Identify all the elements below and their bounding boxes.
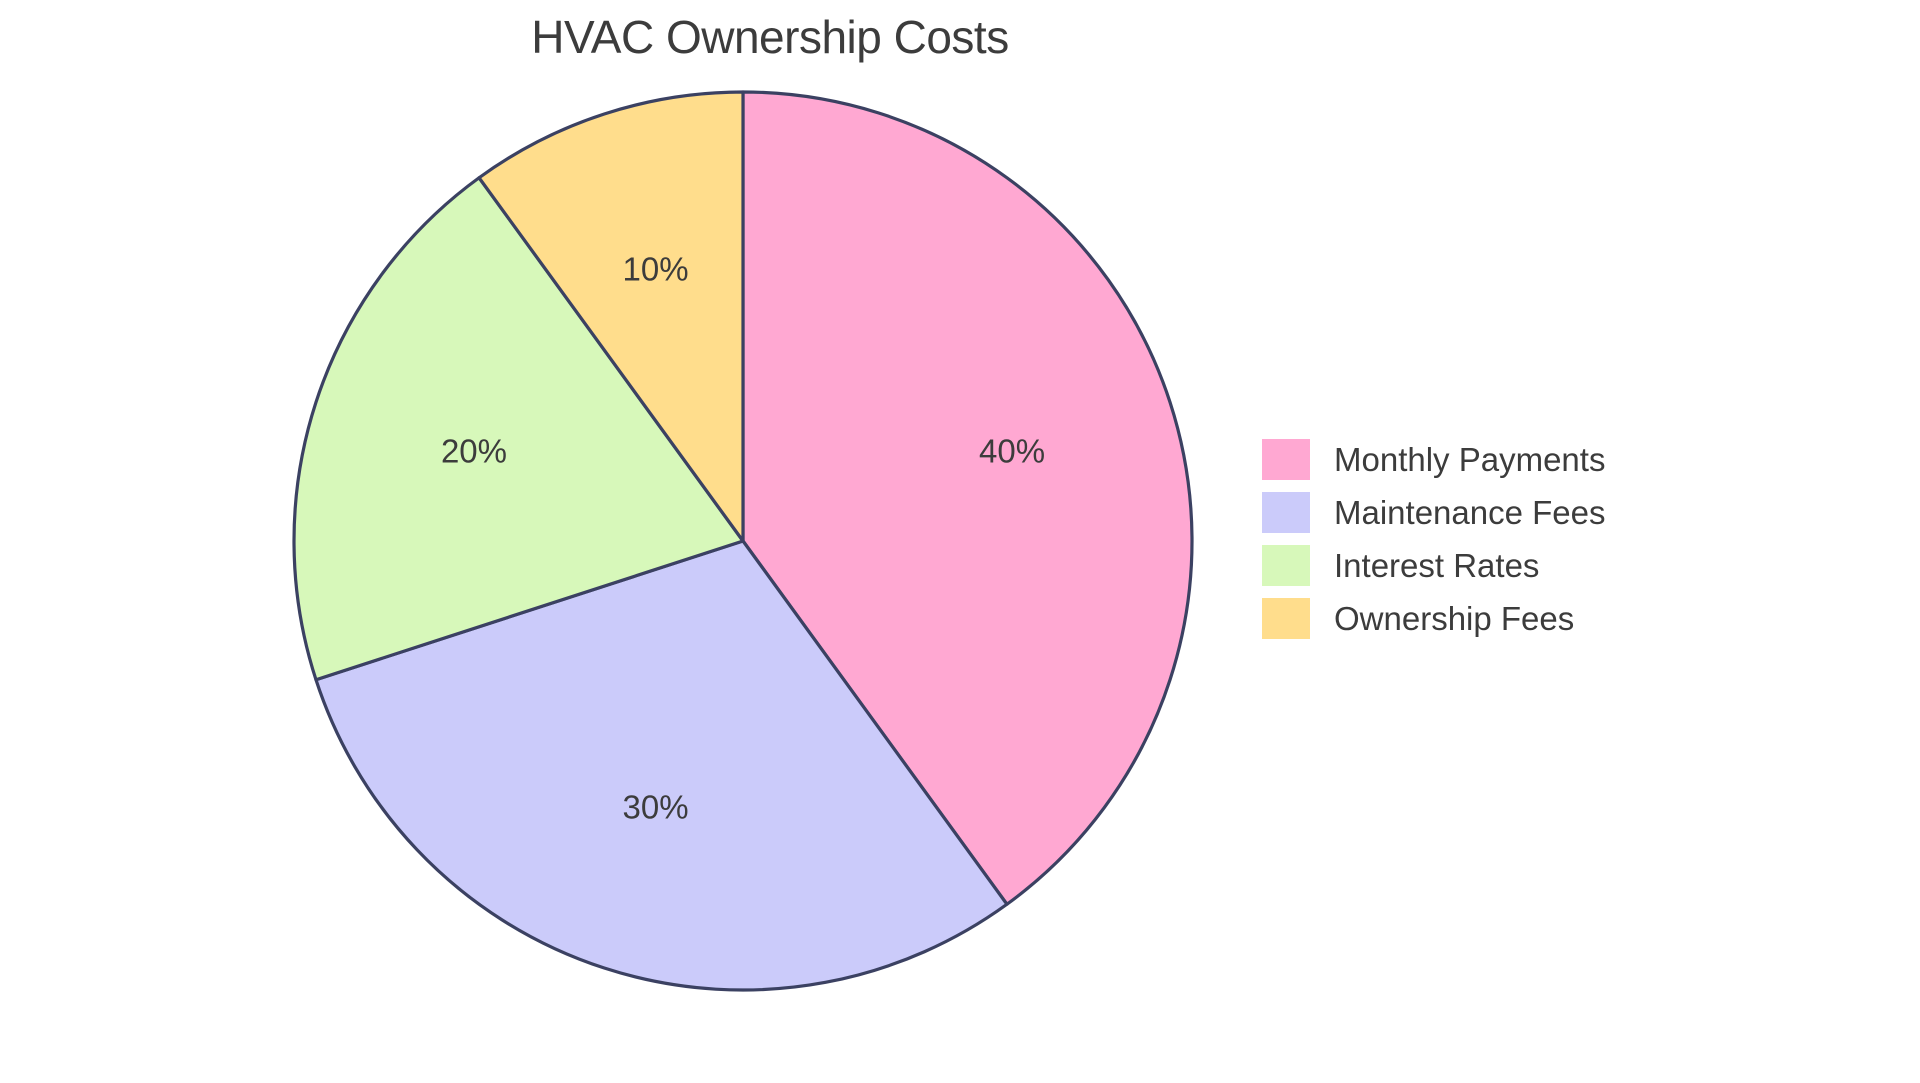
legend-item-label: Interest Rates [1334,546,1540,584]
chart-legend: Monthly Payments Maintenance Fees Interest… [1262,437,1606,640]
legend-item-label: Maintenance Fees [1334,493,1606,531]
legend-color-swatch [1262,438,1310,480]
pie-slice[interactable] [477,90,745,543]
chart-title: HVAC Ownership Costs [531,11,1009,63]
pie-slice-label-group: 40% 30% 20% 10% [441,251,1045,826]
legend-item[interactable]: Ownership Fees [1262,596,1606,640]
pie-slice-value-label: 40% [979,432,1045,469]
legend-color-swatch [1262,544,1310,586]
legend-color-swatch [1262,491,1310,533]
legend-item-label: Ownership Fees [1334,599,1575,637]
pie-svg: 40% 30% 20% 10% [292,90,1194,992]
pie-slice-value-label: 30% [623,789,689,826]
pie-plot-area: 40% 30% 20% 10% [292,90,1194,992]
pie-slice-group [292,90,1194,992]
legend-item[interactable]: Monthly Payments [1262,437,1606,481]
pie-slice-value-label: 20% [441,432,507,469]
legend-item[interactable]: Maintenance Fees [1262,490,1606,534]
pie-slice[interactable] [741,90,1194,906]
pie-slice[interactable] [314,539,1009,992]
legend-color-swatch [1262,597,1310,639]
pie-slice[interactable] [292,176,745,682]
legend-item[interactable]: Interest Rates [1262,543,1606,587]
pie-slice-value-label: 10% [623,251,689,288]
legend-item-label: Monthly Payments [1334,440,1606,478]
